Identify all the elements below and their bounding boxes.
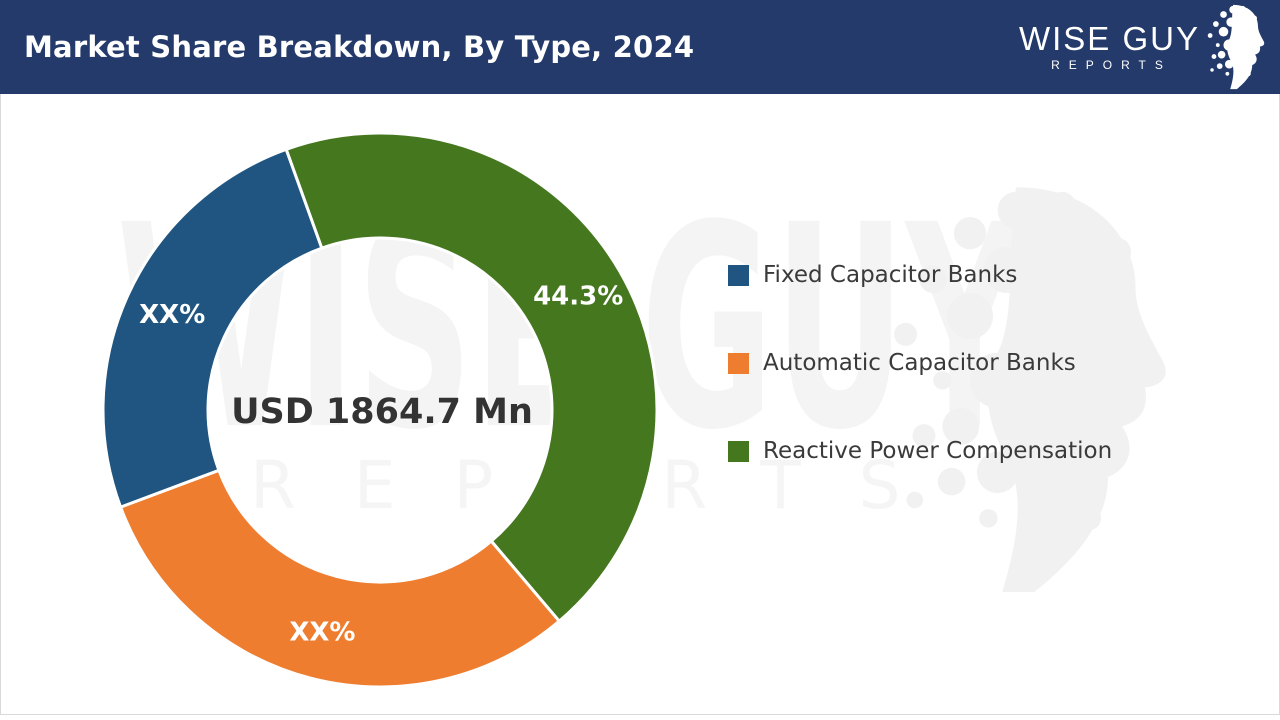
legend-swatch-blue: [728, 264, 749, 286]
legend-label: Automatic Capacitor Banks: [763, 350, 1076, 376]
donut-segment-2: [101, 147, 324, 510]
legend-swatch-green: [728, 440, 749, 462]
donut-segment-1: [118, 468, 562, 689]
legend-label: Fixed Capacitor Banks: [763, 262, 1018, 288]
segment-value-label-0: 44.3%: [533, 281, 623, 311]
donut-segment-0: [284, 131, 659, 624]
donut-segments: 44.3% XX% XX%: [101, 131, 659, 689]
logo-text: WISE GUY REPORTS: [1019, 22, 1200, 72]
legend-item-fixed-capacitor-banks: Fixed Capacitor Banks: [728, 261, 1017, 289]
wiseguy-logo: WISE GUY REPORTS: [1019, 3, 1266, 91]
logo-wordmark: WISE GUY: [1018, 20, 1200, 57]
segment-value-label-1: XX%: [289, 618, 355, 648]
page-title: Market Share Breakdown, By Type, 2024: [24, 30, 695, 64]
donut-center-value: USD 1864.7 Mn: [231, 392, 533, 432]
segment-value-label-2: XX%: [139, 300, 205, 330]
legend-item-automatic-capacitor-banks: Automatic Capacitor Banks: [728, 349, 1076, 377]
legend-item-reactive-power-compensation: Reactive Power Compensation: [728, 437, 1112, 465]
legend-label: Reactive Power Compensation: [763, 438, 1113, 464]
header-bar: Market Share Breakdown, By Type, 2024 WI…: [0, 0, 1280, 94]
logo-subtitle: REPORTS: [1051, 58, 1172, 72]
legend-swatch-orange: [728, 352, 749, 374]
